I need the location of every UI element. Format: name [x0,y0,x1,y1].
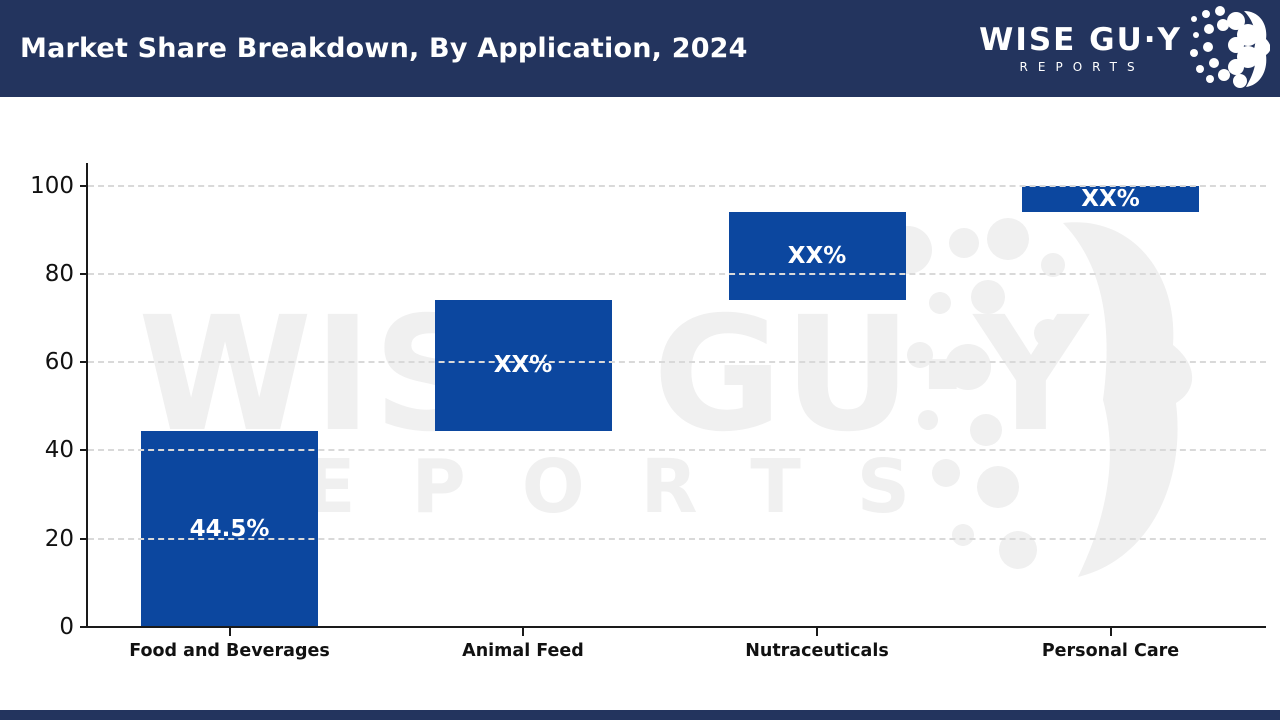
x-axis-tick [522,628,524,636]
y-axis-tick-label: 60 [44,349,74,376]
gridline [88,537,1266,540]
y-axis-tick-label: 0 [59,614,74,640]
y-axis-tick [80,626,87,628]
footer-bar [0,710,1280,720]
x-axis-category-label: Nutraceuticals [745,641,889,661]
chart-bar [728,212,906,301]
y-axis-tick-label: 20 [44,525,74,552]
chart-bar [1022,185,1199,213]
x-axis-line [86,626,1266,628]
logo-text: WISE GU·Y REPORTS [979,21,1182,74]
y-axis-tick [80,272,87,275]
x-axis-category-label: Animal Feed [462,641,584,661]
chart-bar [141,430,318,627]
bar-value-label: XX% [493,352,553,379]
gridline [88,361,1266,364]
x-axis-tick [228,628,231,636]
gridline [88,449,1266,452]
y-axis-tick [80,449,87,452]
chart-bar [434,300,612,431]
wiseguy-logo: WISE GU·Y REPORTS [979,5,1270,93]
y-axis-line [86,163,88,628]
gridline [88,272,1266,275]
logo-subtext: REPORTS [1019,59,1145,74]
x-axis-tick [816,628,818,636]
bar-value-label: 44.5% [189,515,270,542]
x-axis-category-label: Food and Beverages [129,641,330,661]
wiseguy-head-icon [1190,5,1270,88]
x-axis-tick [1109,628,1112,636]
gridline [88,184,1266,187]
watermark-head-icon [884,218,1193,577]
logo-wordmark: WISE GU·Y [979,21,1182,58]
header-bar: Market Share Breakdown, By Application, … [0,0,1280,97]
bar-value-label: XX% [1081,185,1140,212]
y-axis-tick [80,537,87,540]
y-axis-tick [80,361,87,364]
chart-title: Market Share Breakdown, By Application, … [20,33,748,64]
x-axis-category-label: Personal Care [1041,641,1180,661]
y-axis-tick-label: 80 [44,260,74,287]
y-axis-tick-label: 40 [44,437,74,464]
y-axis-tick-label: 100 [30,172,74,199]
bar-value-label: XX% [787,243,847,270]
y-axis-tick [80,184,87,187]
